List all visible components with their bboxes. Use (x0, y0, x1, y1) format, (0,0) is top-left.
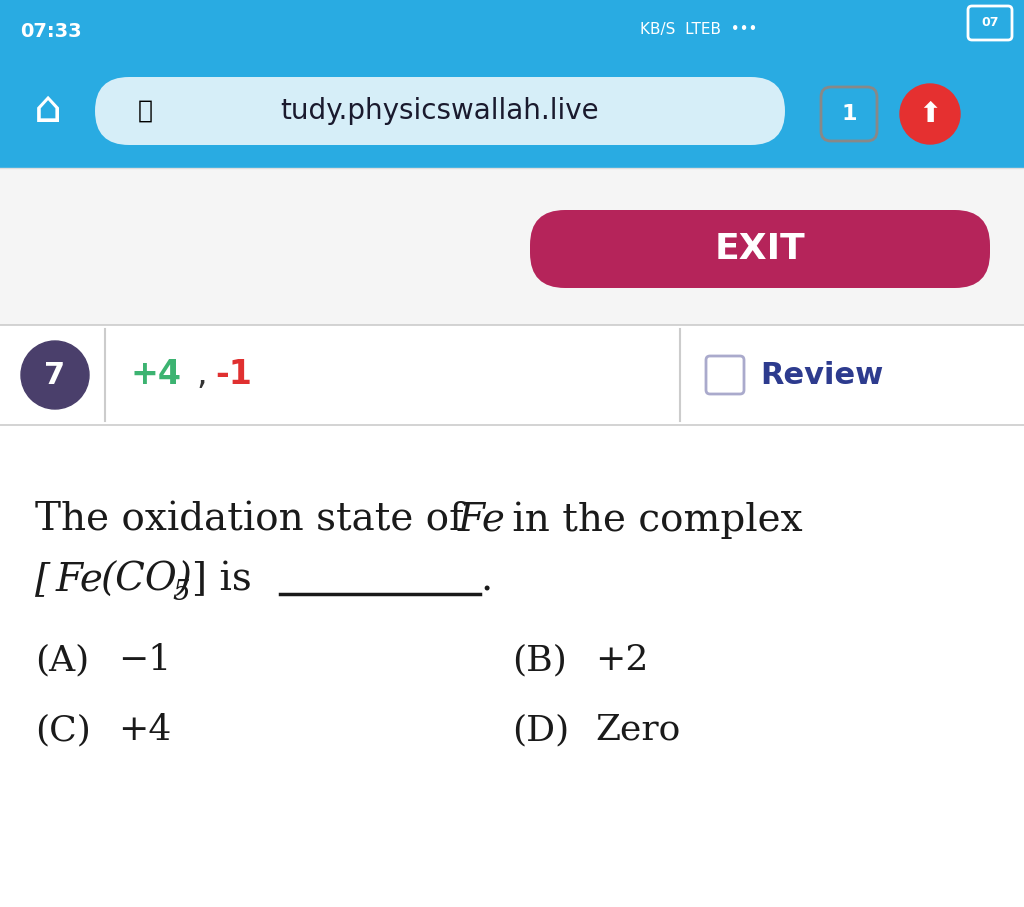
Text: 07: 07 (981, 16, 998, 30)
Text: Fe: Fe (458, 502, 506, 539)
Text: The oxidation state of: The oxidation state of (35, 502, 476, 539)
Text: EXIT: EXIT (715, 232, 805, 266)
Text: .: . (480, 561, 493, 599)
Text: ,: , (196, 358, 207, 392)
Circle shape (22, 341, 89, 409)
Text: (D): (D) (512, 713, 569, 747)
Text: ⬆: ⬆ (919, 100, 942, 128)
Text: ⌂: ⌂ (34, 89, 62, 132)
Text: Review: Review (760, 360, 884, 389)
Text: 7: 7 (44, 360, 66, 389)
FancyBboxPatch shape (530, 210, 990, 288)
Text: KB/S  LTEB  •••: KB/S LTEB ••• (640, 22, 758, 37)
Text: +4: +4 (118, 713, 171, 747)
Text: tudy.physicswallah.live: tudy.physicswallah.live (281, 97, 599, 125)
Text: 🔒: 🔒 (137, 99, 153, 123)
Text: Fe: Fe (56, 561, 103, 599)
FancyBboxPatch shape (968, 6, 1012, 40)
Text: in the complex: in the complex (500, 502, 803, 539)
Text: Zero: Zero (595, 713, 680, 747)
Text: +2: +2 (595, 643, 648, 677)
FancyBboxPatch shape (0, 325, 1024, 425)
FancyBboxPatch shape (0, 425, 1024, 907)
Text: +4: +4 (130, 358, 181, 392)
Text: -1: -1 (215, 358, 252, 392)
FancyBboxPatch shape (0, 168, 1024, 328)
Text: (CO): (CO) (100, 561, 191, 599)
Text: 5: 5 (172, 580, 189, 607)
FancyBboxPatch shape (95, 77, 785, 145)
Text: [: [ (35, 561, 50, 599)
Text: ] is: ] is (193, 561, 264, 599)
FancyBboxPatch shape (821, 87, 877, 141)
FancyBboxPatch shape (706, 356, 744, 394)
Text: (B): (B) (512, 643, 567, 677)
Circle shape (900, 84, 961, 144)
Text: 07:33: 07:33 (20, 22, 82, 41)
Text: (C): (C) (35, 713, 91, 747)
FancyBboxPatch shape (0, 0, 1024, 168)
Text: −1: −1 (118, 643, 171, 677)
Text: (A): (A) (35, 643, 89, 677)
Text: 1: 1 (842, 104, 857, 124)
